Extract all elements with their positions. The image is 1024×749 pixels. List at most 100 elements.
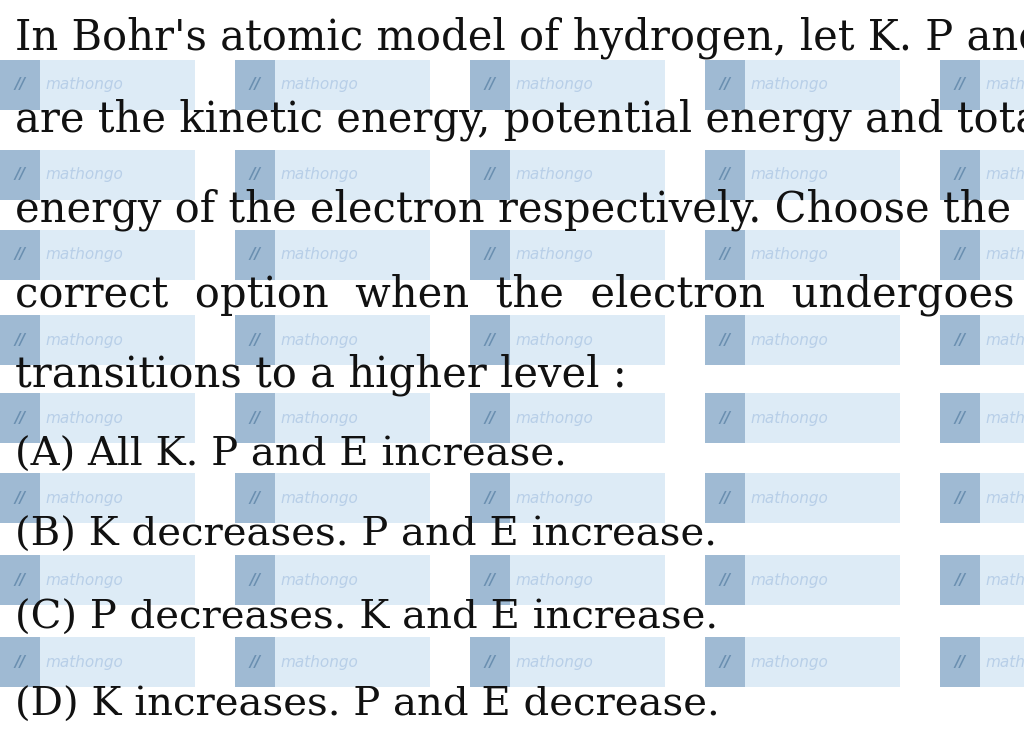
Text: mathongo: mathongo xyxy=(985,333,1024,348)
Text: mathongo: mathongo xyxy=(515,655,593,670)
Bar xyxy=(705,473,745,523)
Bar xyxy=(705,60,745,110)
Bar xyxy=(470,637,510,687)
Bar xyxy=(705,150,900,200)
Text: mathongo: mathongo xyxy=(750,655,827,670)
Bar xyxy=(705,315,900,365)
Text: //: // xyxy=(14,333,26,348)
Bar xyxy=(470,230,665,280)
Text: //: // xyxy=(250,491,261,506)
Text: //: // xyxy=(484,333,496,348)
Text: //: // xyxy=(954,247,966,262)
Text: mathongo: mathongo xyxy=(45,77,123,92)
Text: (B) K decreases. P and E increase.: (B) K decreases. P and E increase. xyxy=(15,517,717,554)
Text: //: // xyxy=(720,410,731,425)
Bar xyxy=(940,230,980,280)
Bar xyxy=(0,393,40,443)
Text: //: // xyxy=(14,410,26,425)
Text: //: // xyxy=(720,247,731,262)
Text: //: // xyxy=(954,410,966,425)
Bar xyxy=(234,555,430,605)
Bar xyxy=(705,473,900,523)
Text: //: // xyxy=(484,410,496,425)
Bar xyxy=(0,150,40,200)
Text: mathongo: mathongo xyxy=(750,491,827,506)
Text: mathongo: mathongo xyxy=(45,333,123,348)
Text: transitions to a higher level :: transitions to a higher level : xyxy=(15,354,627,396)
Bar xyxy=(470,473,510,523)
Text: (C) P decreases. K and E increase.: (C) P decreases. K and E increase. xyxy=(15,599,718,637)
Text: //: // xyxy=(484,77,496,92)
Text: (A) All K. P and E increase.: (A) All K. P and E increase. xyxy=(15,437,567,473)
Bar xyxy=(470,60,510,110)
Bar xyxy=(940,637,1024,687)
Text: //: // xyxy=(720,77,731,92)
Bar xyxy=(705,230,745,280)
Bar xyxy=(470,393,510,443)
Text: mathongo: mathongo xyxy=(515,77,593,92)
Text: mathongo: mathongo xyxy=(45,247,123,262)
Bar xyxy=(940,555,1024,605)
Text: mathongo: mathongo xyxy=(515,168,593,183)
Text: mathongo: mathongo xyxy=(985,410,1024,425)
Bar xyxy=(940,60,980,110)
Bar xyxy=(705,393,745,443)
Text: //: // xyxy=(250,333,261,348)
Text: //: // xyxy=(954,655,966,670)
Bar xyxy=(470,637,665,687)
Text: //: // xyxy=(250,572,261,587)
Text: //: // xyxy=(14,655,26,670)
Text: //: // xyxy=(14,572,26,587)
Bar xyxy=(705,60,900,110)
Bar xyxy=(470,393,665,443)
Text: mathongo: mathongo xyxy=(750,168,827,183)
Bar xyxy=(470,150,510,200)
Text: mathongo: mathongo xyxy=(985,168,1024,183)
Text: mathongo: mathongo xyxy=(515,572,593,587)
Text: mathongo: mathongo xyxy=(750,410,827,425)
Bar xyxy=(234,393,275,443)
Bar xyxy=(234,393,430,443)
Bar xyxy=(0,60,40,110)
Text: //: // xyxy=(250,77,261,92)
Text: //: // xyxy=(14,247,26,262)
Text: mathongo: mathongo xyxy=(750,572,827,587)
Bar xyxy=(0,315,40,365)
Text: mathongo: mathongo xyxy=(280,168,357,183)
Bar xyxy=(705,555,745,605)
Bar xyxy=(940,393,1024,443)
Bar xyxy=(940,150,980,200)
Bar xyxy=(0,473,195,523)
Bar xyxy=(234,555,275,605)
Bar xyxy=(0,230,195,280)
Bar xyxy=(0,555,195,605)
Text: mathongo: mathongo xyxy=(750,77,827,92)
Text: mathongo: mathongo xyxy=(280,655,357,670)
Bar xyxy=(940,150,1024,200)
Bar xyxy=(0,555,40,605)
Bar xyxy=(234,473,275,523)
Text: energy of the electron respectively. Choose the: energy of the electron respectively. Cho… xyxy=(15,189,1011,231)
Bar xyxy=(470,150,665,200)
Text: //: // xyxy=(250,655,261,670)
Text: mathongo: mathongo xyxy=(280,410,357,425)
Bar xyxy=(470,315,510,365)
Bar xyxy=(940,473,1024,523)
Text: mathongo: mathongo xyxy=(985,655,1024,670)
Text: //: // xyxy=(484,655,496,670)
Bar xyxy=(470,473,665,523)
Bar xyxy=(940,230,1024,280)
Text: //: // xyxy=(250,410,261,425)
Bar xyxy=(470,315,665,365)
Bar xyxy=(940,473,980,523)
Text: //: // xyxy=(250,247,261,262)
Text: mathongo: mathongo xyxy=(280,77,357,92)
Text: //: // xyxy=(250,168,261,183)
Bar xyxy=(940,637,980,687)
Text: //: // xyxy=(484,572,496,587)
Bar xyxy=(234,60,430,110)
Text: mathongo: mathongo xyxy=(515,410,593,425)
Text: mathongo: mathongo xyxy=(985,247,1024,262)
Text: mathongo: mathongo xyxy=(750,247,827,262)
Text: are the kinetic energy, potential energy and total: are the kinetic energy, potential energy… xyxy=(15,99,1024,142)
